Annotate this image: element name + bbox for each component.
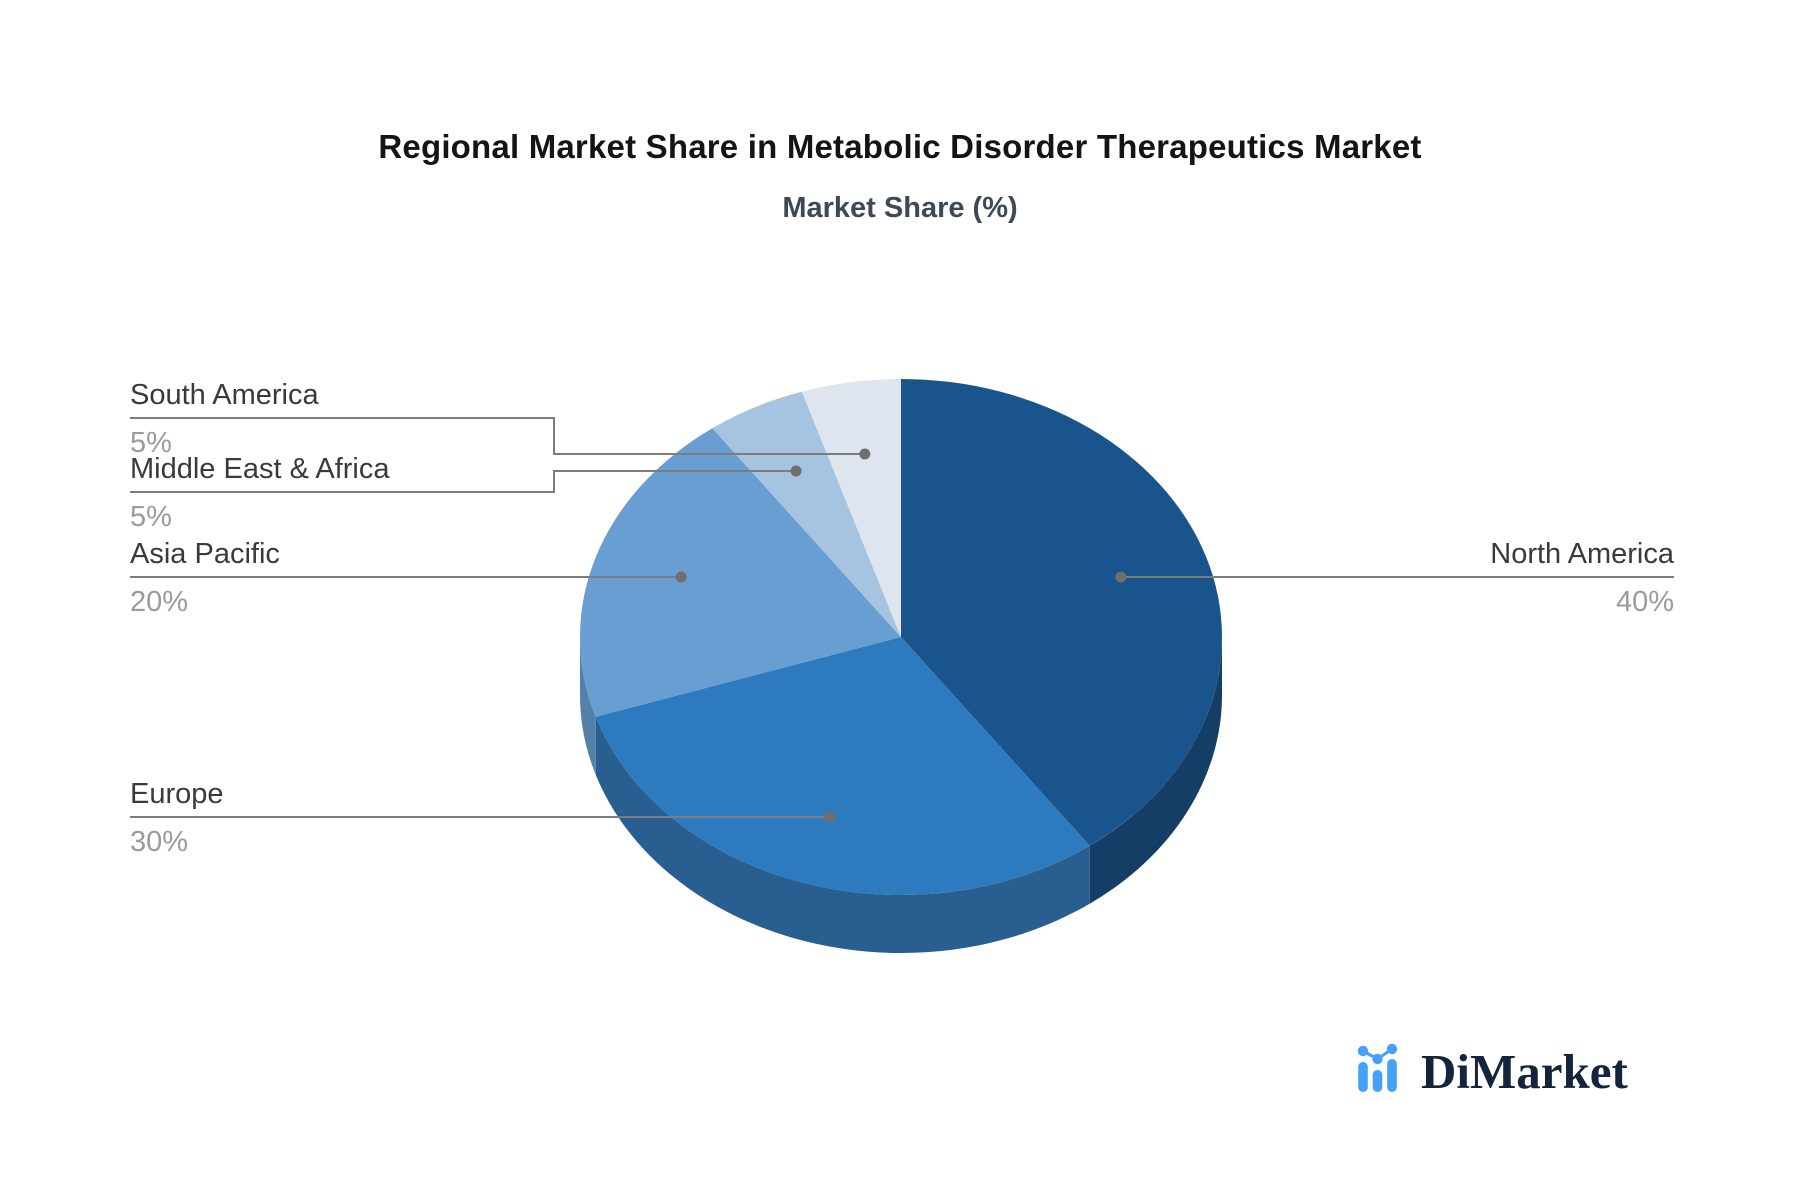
callout-dot-north-america [1115,571,1127,583]
slice-label-north-america: North America [1490,538,1674,570]
pie-slice-side-europe [595,716,1090,954]
slice-label-europe: Europe [130,778,224,810]
slice-value-south-america: 5% [130,427,172,459]
chart-title: Regional Market Share in Metabolic Disor… [378,128,1422,165]
callout-dot-middle-east-africa [790,465,802,477]
callout-dot-asia-pacific [675,571,687,583]
callout-line-south-america [130,417,865,455]
true [901,379,1222,846]
slice-label-middle-east-africa: Middle East & Africa [130,453,390,485]
slice-value-europe: 30% [130,826,189,858]
true [801,379,901,637]
slice-value-north-america: 40% [1615,586,1674,618]
slice-value-middle-east-africa: 5% [130,501,172,533]
callout-dot-south-america [859,448,871,460]
true [595,637,1090,895]
callout-dot-europe [824,811,836,823]
callout-line-middle-east-africa [130,470,797,493]
true [580,428,901,717]
slice-label-south-america: South America [130,379,319,411]
pie-slice-side-north-america [1089,637,1222,904]
brand-logo: DiMarket [1356,1042,1628,1099]
slice-label-asia-pacific: Asia Pacific [130,538,280,570]
slice-value-asia-pacific: 20% [130,586,189,618]
bar-chart-trend-icon [1357,1043,1398,1092]
chart-subtitle: Market Share (%) [782,192,1018,224]
pie-slice-side-asia-pacific [580,637,596,775]
true [712,391,901,637]
brand-name: DiMarket [1421,1043,1628,1099]
